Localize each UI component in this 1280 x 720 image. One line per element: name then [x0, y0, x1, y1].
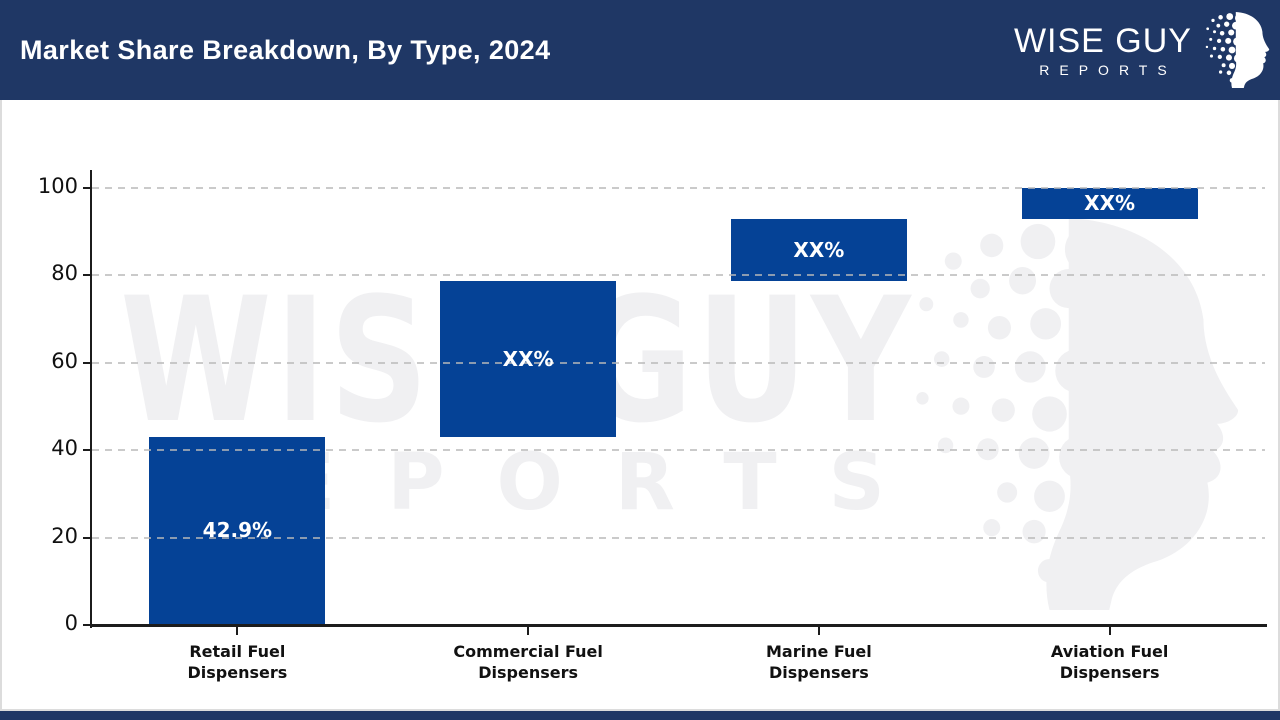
- footer-bar: [0, 711, 1280, 720]
- brand-name: WISE GUY: [1013, 21, 1192, 60]
- gridline: [92, 449, 1265, 451]
- bar-value-label: XX%: [502, 347, 554, 372]
- x-tick-mark: [236, 627, 239, 635]
- bar-marine-fuel-dispensers: [730, 218, 907, 282]
- category-label: Commercial Fuel Dispensers: [453, 642, 603, 682]
- y-tick-label: 40: [51, 436, 78, 460]
- category-label: Retail Fuel Dispensers: [187, 642, 288, 682]
- gridline: [92, 274, 1265, 276]
- brand-logo-text: WISE GUY REPORTS: [1014, 23, 1192, 78]
- brand-tagline: REPORTS: [1039, 61, 1177, 78]
- gridline: [92, 361, 1265, 364]
- y-tick-label: 100: [37, 173, 78, 198]
- y-tick-label: 0: [64, 611, 78, 635]
- y-tick-mark: [83, 449, 92, 451]
- y-tick-label: 60: [51, 348, 78, 373]
- bar-chart: 0 20 40 60 80 100 42.9% Retail Fuel Dispensers X…: [2, 100, 1278, 709]
- y-axis: [90, 170, 92, 628]
- y-tick-label: 80: [51, 261, 78, 285]
- page-title: Market Share Breakdown, By Type, 2024: [20, 34, 551, 65]
- bar-value-label: XX%: [793, 237, 845, 262]
- bar-commercial-fuel-dispensers: [440, 281, 617, 438]
- y-tick-label: 20: [51, 523, 78, 548]
- gridline: [92, 536, 1265, 539]
- y-tick-mark: [83, 536, 92, 539]
- y-tick-mark: [83, 624, 92, 626]
- x-tick-mark: [527, 627, 530, 635]
- bar-value-label: 42.9%: [202, 518, 273, 543]
- bar-aviation-fuel-dispensers: [1021, 187, 1198, 219]
- y-tick-mark: [83, 274, 92, 276]
- bar-value-label: XX%: [1084, 190, 1136, 215]
- chart-area: WISE GUY REPORTS 0 20 40 60 80 100 42.9% Retail…: [0, 100, 1280, 711]
- gridline: [92, 186, 1265, 189]
- bar-retail-fuel-dispensers: [149, 437, 326, 625]
- category-label: Aviation Fuel Dispensers: [1050, 642, 1169, 682]
- header-bar: Market Share Breakdown, By Type, 2024 WI…: [0, 0, 1280, 100]
- y-tick-mark: [83, 186, 92, 189]
- x-tick-mark: [1108, 627, 1111, 635]
- x-axis: [90, 624, 1267, 627]
- category-label: Marine Fuel Dispensers: [765, 642, 872, 682]
- brand-logo: WISE GUY REPORTS: [1014, 7, 1270, 93]
- x-tick-mark: [817, 627, 820, 635]
- face-dots-logo-icon: [1205, 12, 1270, 88]
- y-tick-mark: [83, 361, 92, 364]
